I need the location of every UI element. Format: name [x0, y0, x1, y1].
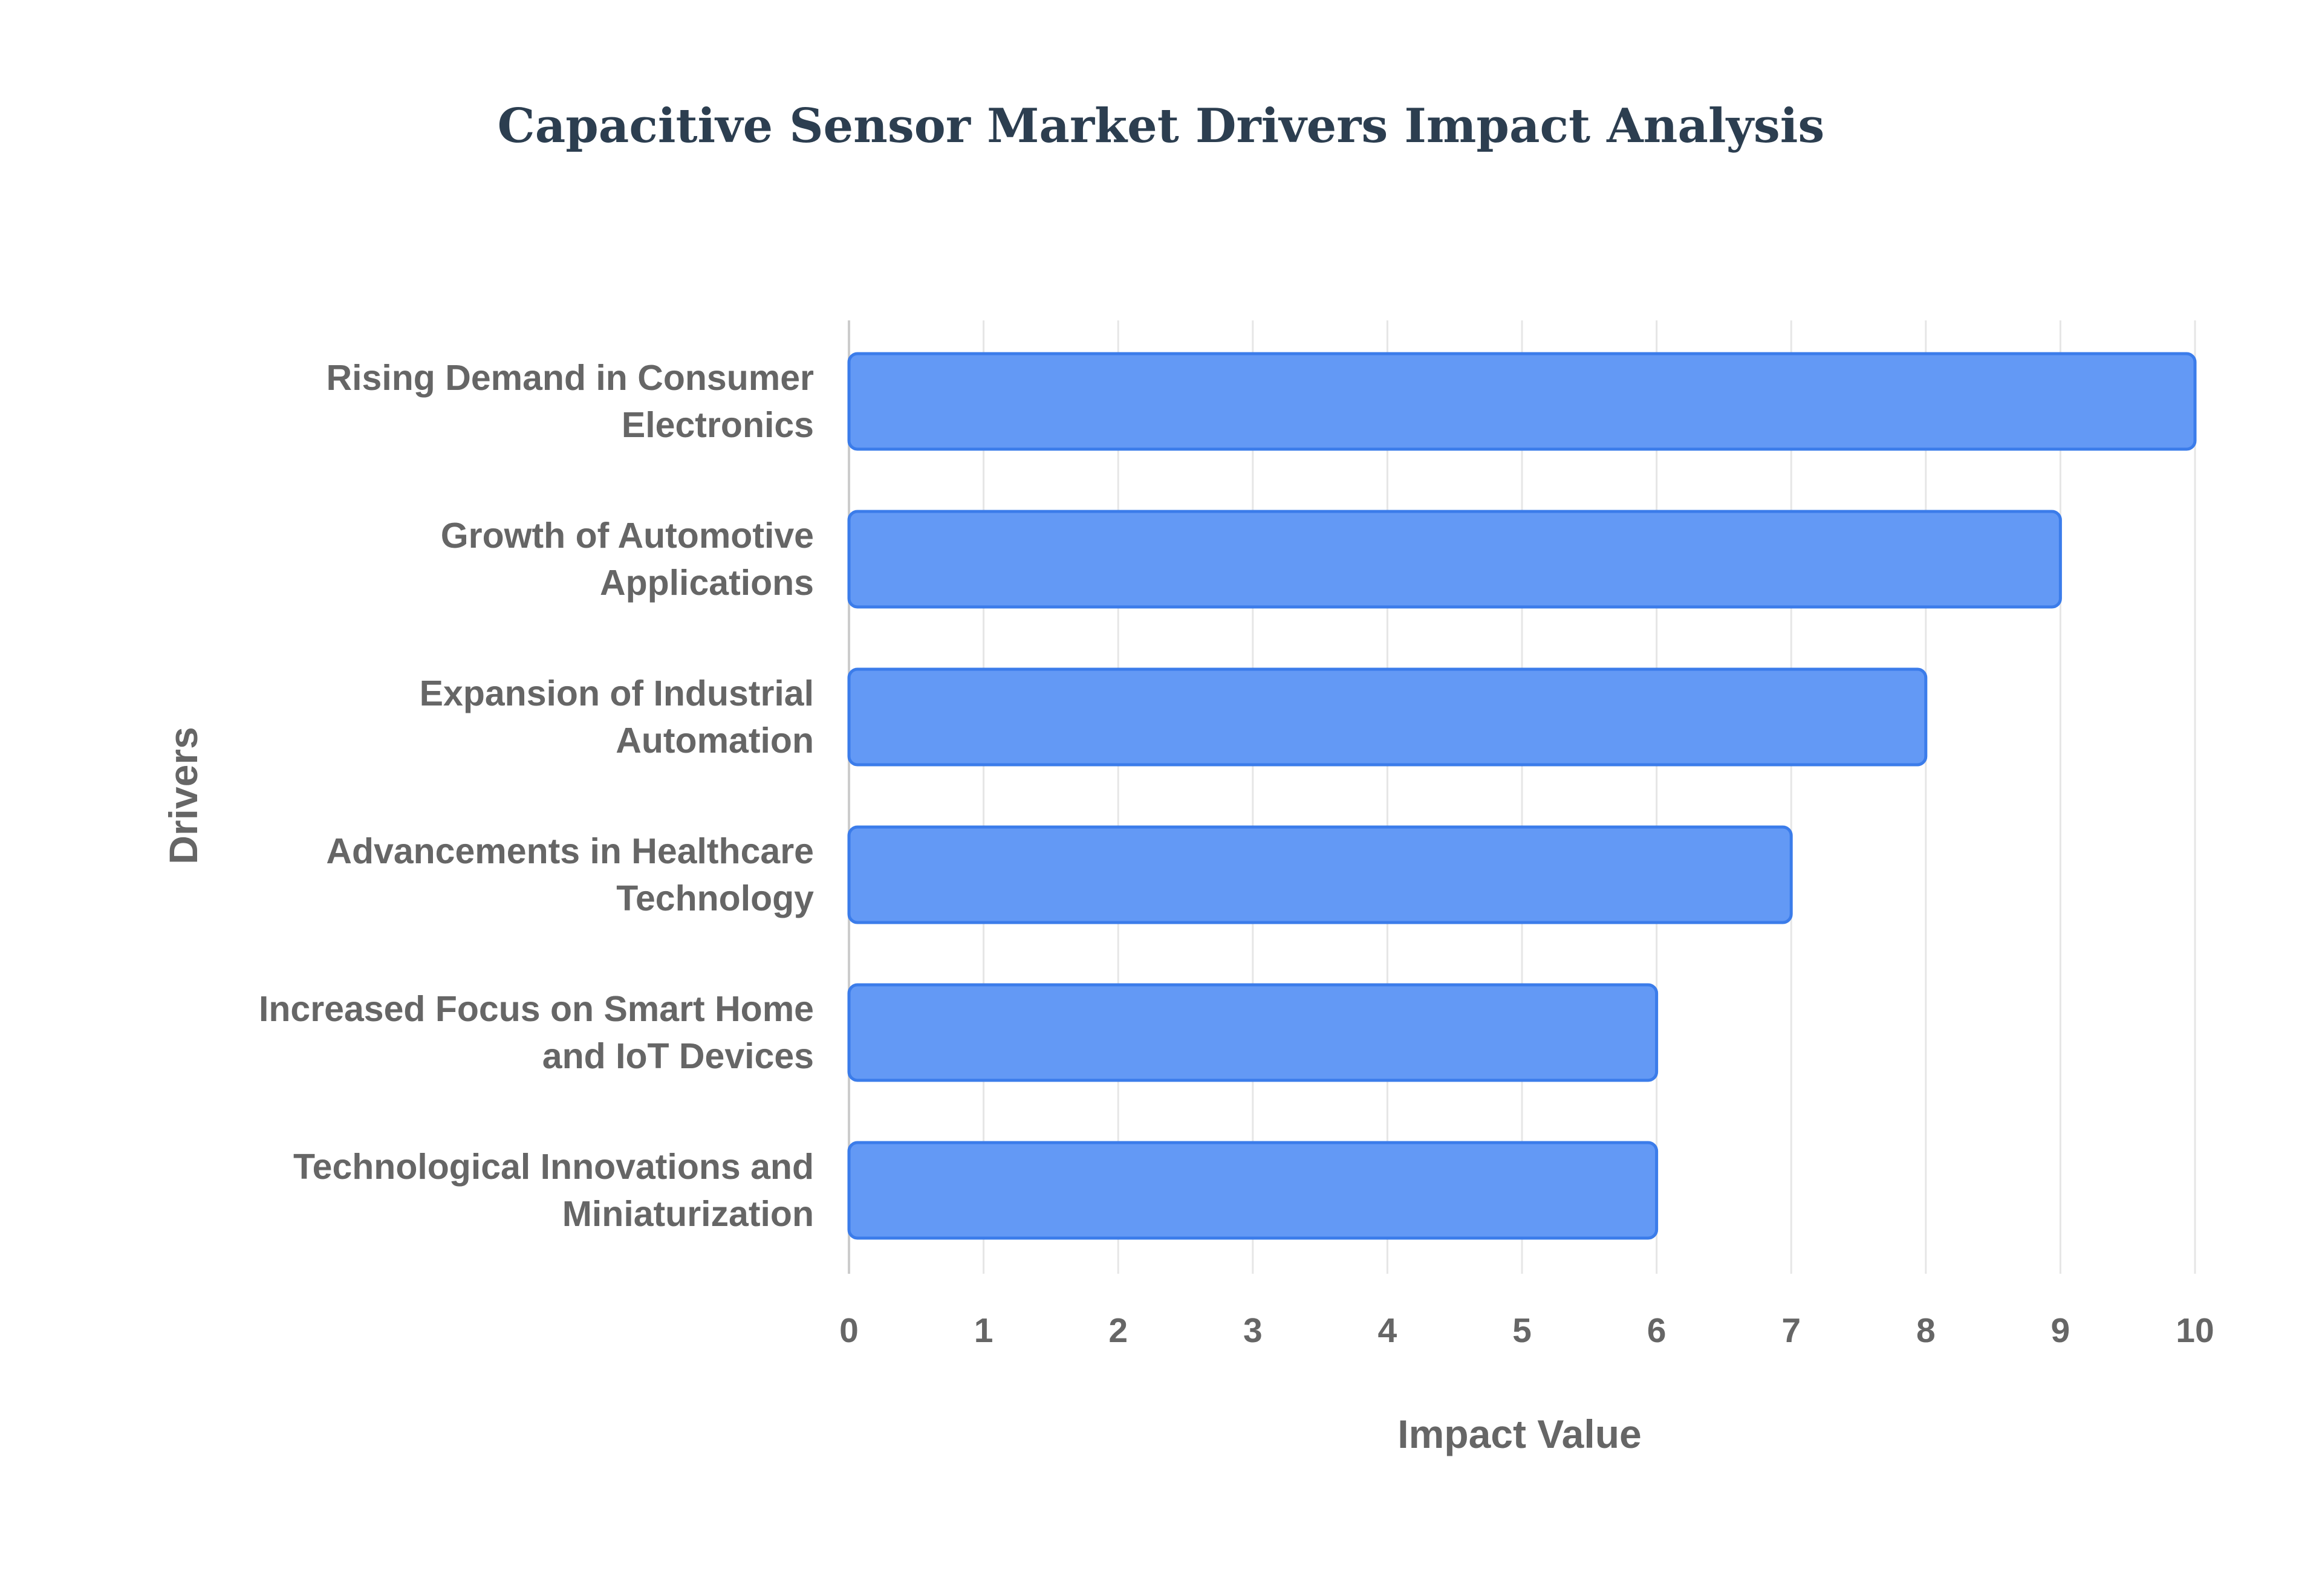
x-tick-label: 0 [839, 1311, 859, 1350]
x-tick-label: 7 [1781, 1311, 1801, 1350]
bar [847, 825, 1793, 924]
x-tick-label: 8 [1916, 1311, 1936, 1350]
category-label-line: Automation [616, 721, 814, 761]
category-label-line: Growth of Automotive [441, 516, 814, 556]
x-axis-title: Impact Value [1397, 1412, 1642, 1456]
category-label: Increased Focus on Smart Home and IoT Dev… [259, 989, 814, 1076]
y-axis-title: Drivers [161, 727, 206, 864]
x-tick-label: 6 [1647, 1311, 1667, 1350]
category-label-line: Miniaturization [562, 1194, 814, 1234]
category-label-line: Advancements in Healthcare [326, 831, 814, 871]
x-tick-label: 1 [974, 1311, 994, 1350]
category-label: Rising Demand in Consumer Electronics [327, 358, 814, 445]
x-tick-label: 10 [2176, 1311, 2214, 1350]
category-label: Advancements in Healthcare Technology [326, 831, 814, 918]
bar [847, 983, 1659, 1082]
category-label-line: Rising Demand in Consumer [327, 358, 814, 398]
chart-title: Capacitive Sensor Market Drivers Impact … [498, 99, 1825, 154]
category-label-line: and IoT Devices [542, 1036, 814, 1076]
grid-lines [848, 320, 2196, 1274]
category-label-line: Technological Innovations and [293, 1147, 814, 1187]
category-label-line: Expansion of Industrial [420, 673, 814, 713]
category-label-line: Electronics [622, 405, 814, 445]
bar [847, 1141, 1659, 1240]
category-label: Growth of Automotive Applications [441, 516, 814, 603]
bar [847, 667, 1928, 767]
x-tick-label: 9 [2051, 1311, 2070, 1350]
bar [847, 510, 2062, 609]
category-label-line: Applications [600, 563, 814, 603]
category-label-line: Technology [616, 878, 814, 918]
x-tick-label: 5 [1512, 1311, 1532, 1350]
x-tick-label: 4 [1378, 1311, 1397, 1350]
category-labels: Rising Demand in Consumer Electronics Grow… [259, 358, 814, 1234]
category-label: Expansion of Industrial Automation [420, 673, 814, 761]
bar [847, 352, 2197, 451]
x-tick-label: 2 [1108, 1311, 1128, 1350]
x-tick-labels: 0 1 2 3 4 5 6 7 8 9 10 [839, 1311, 2214, 1350]
category-label-line: Increased Focus on Smart Home [259, 989, 814, 1029]
category-label: Technological Innovations and Miniaturiza… [293, 1147, 814, 1234]
bars [847, 352, 2197, 1240]
x-tick-label: 3 [1243, 1311, 1263, 1350]
